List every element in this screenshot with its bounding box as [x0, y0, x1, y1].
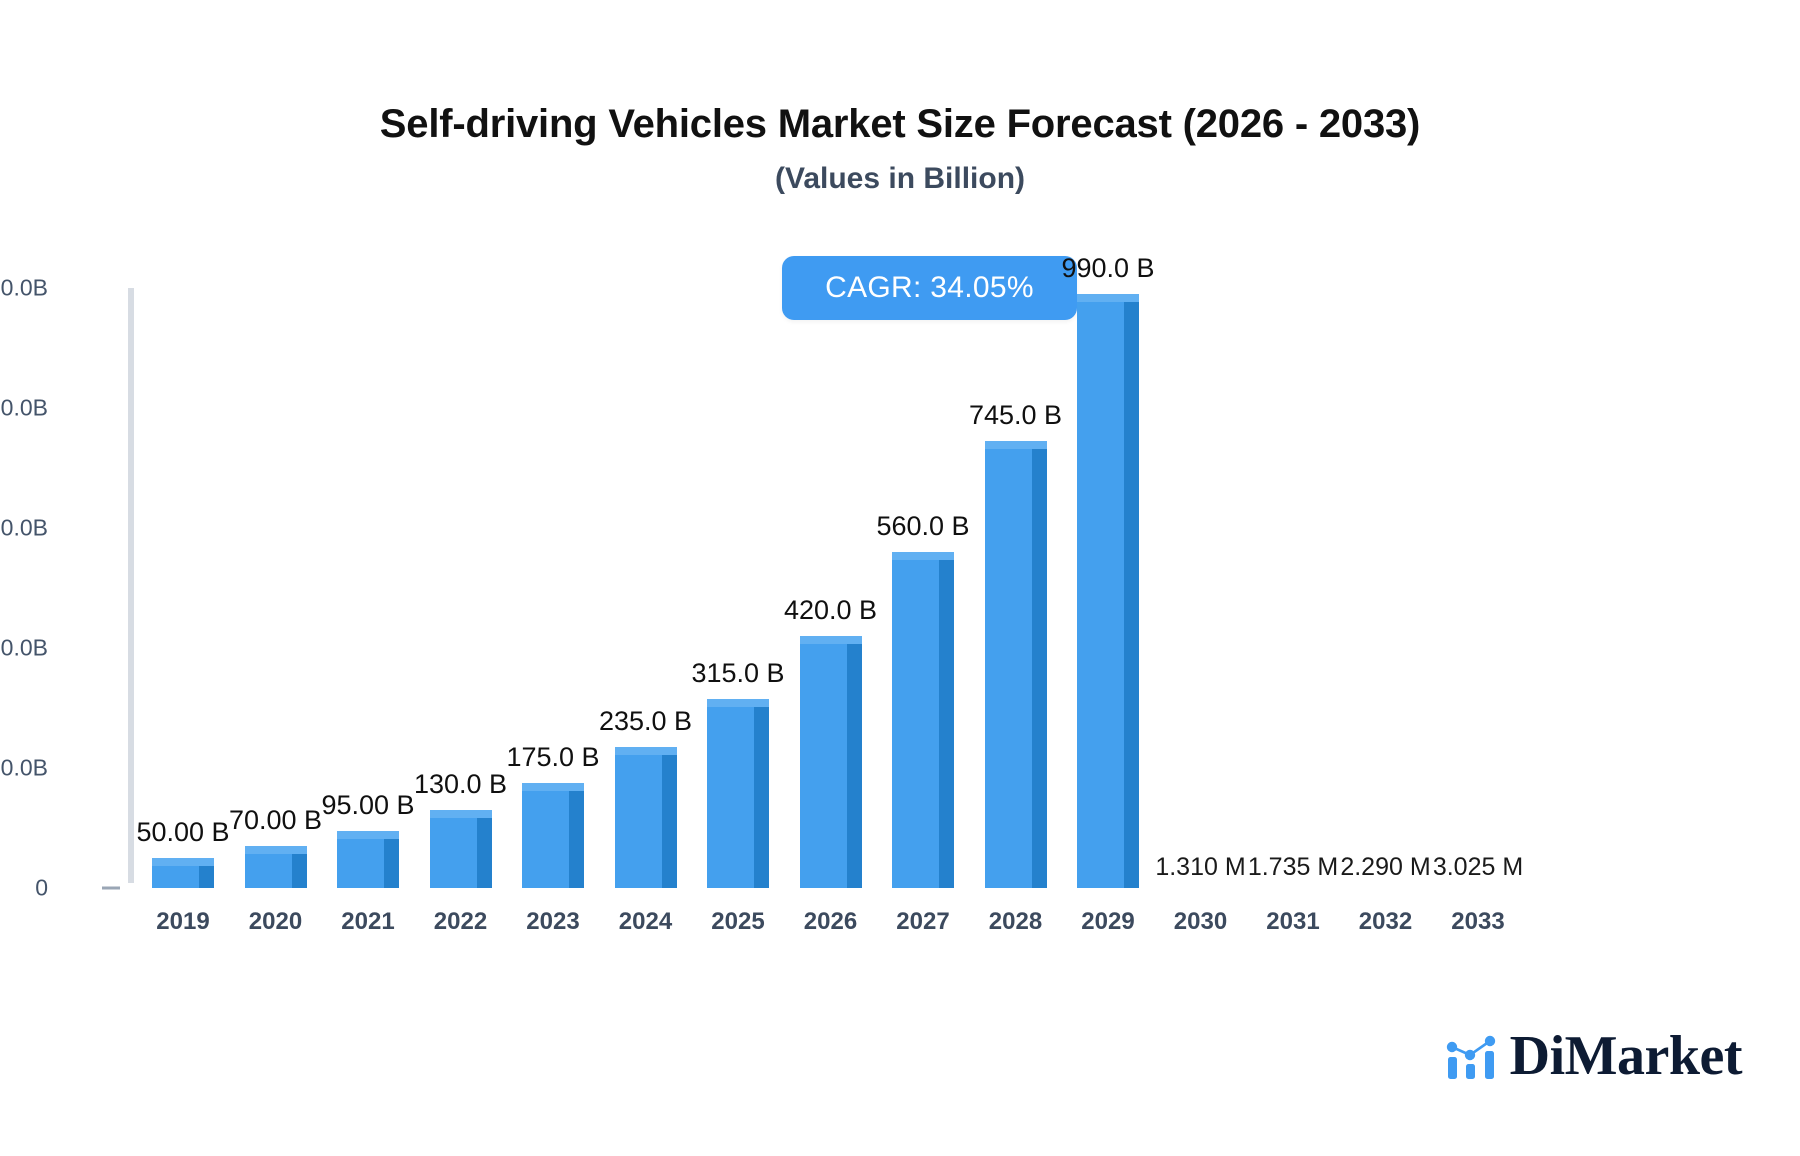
x-tick-label-2024: 2024	[618, 908, 673, 935]
x-tick-label-2032: 2032	[1358, 908, 1413, 935]
bar-top-face	[337, 831, 399, 839]
bar-2024	[614, 747, 677, 888]
bar-top-face	[1077, 294, 1139, 302]
bar-side-face	[291, 846, 307, 888]
bar-value-label: 70.00 B	[228, 805, 323, 835]
y-tick-label: 800.0B	[0, 394, 48, 421]
x-tick-label-2030: 2030	[1173, 908, 1228, 935]
x-tick-label-2019: 2019	[156, 908, 210, 935]
bar-top-face	[707, 699, 769, 707]
bar-side-face	[569, 783, 584, 888]
bar-chart-trendline-icon	[1446, 1031, 1498, 1081]
x-tick-label-2020: 2020	[248, 908, 303, 935]
chart-subtitle: (Values in Billion)	[774, 162, 1026, 195]
bar-value-label: 95.00 B	[321, 790, 415, 820]
bar-side-face	[1124, 294, 1139, 888]
bar-value-label: 560.0 B	[876, 511, 970, 541]
bar-2022	[429, 810, 492, 888]
cagr-badge: CAGR: 34.05%	[782, 256, 1077, 320]
bar-top-face	[244, 846, 307, 854]
bar-side-face	[846, 636, 862, 888]
y-tick-label: 200.0B	[0, 754, 48, 781]
bar-top-face	[429, 810, 492, 818]
bar-2023	[522, 783, 584, 888]
bar-value-label: 745.0 B	[968, 400, 1063, 430]
x-tick-label-2029: 2029	[1081, 908, 1135, 935]
bar-front-face	[337, 831, 385, 888]
bar-top-face	[522, 783, 584, 791]
x-tick-label-2023: 2023	[526, 908, 580, 935]
bar-front-face	[799, 636, 847, 888]
bar-value-label: 130.0 B	[413, 769, 508, 799]
bar-2019	[152, 858, 214, 888]
bar-top-face	[892, 552, 954, 560]
bar-side-face	[754, 699, 769, 888]
plot-area: 0 200.0B 400.0B 600.0B 800.0B 1000.0B 50.00 B…	[0, 253, 1736, 901]
zero-tick-mark	[102, 886, 120, 890]
bar-side-face	[661, 747, 677, 888]
bar-value-label: 2.290 M	[1340, 853, 1431, 881]
bar-side-face	[939, 552, 954, 888]
x-tick-label-2033: 2033	[1451, 908, 1505, 935]
bar-2029	[1077, 294, 1139, 888]
bar-front-face	[984, 441, 1032, 888]
logo-wordmark: DiMarket	[1509, 1025, 1743, 1087]
x-tick-label-2021: 2021	[341, 908, 395, 935]
bar-value-label: 315.0 B	[691, 658, 785, 688]
x-tick-label-2027: 2027	[896, 908, 950, 935]
bar-front-face	[429, 810, 477, 888]
dimarket-logo: DiMarket	[1446, 1025, 1743, 1087]
y-tick-label: 0	[35, 874, 48, 901]
chart-title: Self-driving Vehicles Market Size Foreca…	[379, 102, 1421, 146]
bar-value-label: 1.735 M	[1247, 853, 1339, 881]
bar-value-label: 175.0 B	[506, 742, 600, 772]
bar-top-face	[152, 858, 214, 866]
bar-value-label: 420.0 B	[783, 595, 878, 625]
bar-front-face	[1077, 294, 1125, 888]
bar-side-face	[1031, 441, 1047, 888]
x-tick-label-2022: 2022	[433, 908, 488, 935]
bar-value-label: 1.310 M	[1155, 853, 1246, 881]
bar-value-label: 3.025 M	[1432, 853, 1524, 881]
bar-top-face	[984, 441, 1047, 449]
bar-front-face	[707, 699, 755, 888]
x-tick-label-2025: 2025	[711, 908, 765, 935]
bar-value-label: 235.0 B	[598, 706, 693, 736]
y-tick-label: 1000.0B	[0, 274, 48, 301]
bar-2026	[799, 636, 862, 888]
bar-value-label: 50.00 B	[136, 817, 230, 847]
bar-2021	[337, 831, 399, 888]
bar-front-face	[614, 747, 662, 888]
bar-2020	[244, 846, 307, 888]
y-axis-line	[128, 288, 134, 888]
bar-side-face	[384, 831, 399, 888]
bar-value-label: 990.0 B	[1061, 253, 1155, 283]
y-tick-label: 400.0B	[0, 634, 48, 661]
bar-2027	[892, 552, 954, 888]
bar-top-face	[614, 747, 677, 755]
x-tick-label-2026: 2026	[803, 908, 858, 935]
bar-side-face	[476, 810, 492, 888]
bar-2028	[984, 441, 1047, 888]
y-tick-label: 600.0B	[0, 514, 48, 541]
bar-2025	[707, 699, 769, 888]
bar-top-face	[799, 636, 862, 644]
x-tick-label-2031: 2031	[1266, 908, 1320, 935]
x-tick-label-2028: 2028	[988, 908, 1043, 935]
bar-front-face	[892, 552, 940, 888]
bar-front-face	[522, 783, 570, 888]
